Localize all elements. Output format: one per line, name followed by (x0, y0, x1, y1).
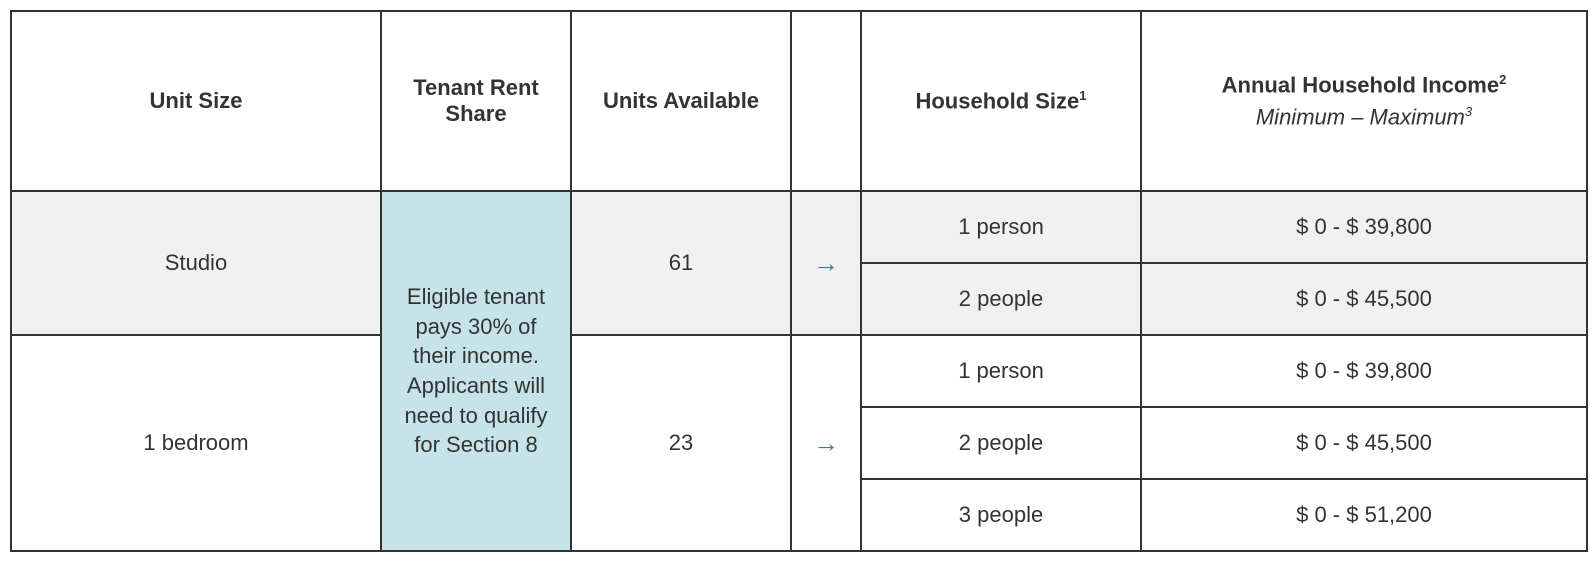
cell-income-range: $ 0 - $ 39,800 (1141, 191, 1587, 263)
header-household-size-sup: 1 (1079, 88, 1086, 103)
cell-arrow: → (791, 335, 861, 551)
cell-income-range: $ 0 - $ 45,500 (1141, 407, 1587, 479)
cell-income-range: $ 0 - $ 51,200 (1141, 479, 1587, 551)
header-tenant-rent-share: Tenant Rent Share (381, 11, 571, 191)
cell-units-available: 23 (571, 335, 791, 551)
cell-tenant-rent-share: Eligible tenant pays 30% of their income… (381, 191, 571, 551)
header-annual-income-sub-sup: 3 (1465, 104, 1472, 119)
header-annual-income-sup: 2 (1499, 72, 1506, 87)
cell-household-size: 3 people (861, 479, 1141, 551)
cell-income-range: $ 0 - $ 39,800 (1141, 335, 1587, 407)
arrow-icon: → (813, 248, 839, 278)
header-household-size: Household Size1 (861, 11, 1141, 191)
cell-household-size: 2 people (861, 407, 1141, 479)
header-units-available: Units Available (571, 11, 791, 191)
housing-units-table: Unit Size Tenant Rent Share Units Availa… (10, 10, 1588, 552)
header-unit-size: Unit Size (11, 11, 381, 191)
arrow-icon: → (813, 428, 839, 458)
cell-arrow: → (791, 191, 861, 335)
cell-unit-size: 1 bedroom (11, 335, 381, 551)
cell-household-size: 1 person (861, 335, 1141, 407)
table-header-row: Unit Size Tenant Rent Share Units Availa… (11, 11, 1587, 191)
cell-household-size: 2 people (861, 263, 1141, 335)
table-row: 1 bedroom 23 → 1 person $ 0 - $ 39,800 (11, 335, 1587, 407)
cell-unit-size: Studio (11, 191, 381, 335)
header-annual-income-sub-text: Minimum – Maximum (1256, 104, 1465, 129)
header-household-size-text: Household Size (915, 88, 1079, 113)
cell-income-range: $ 0 - $ 45,500 (1141, 263, 1587, 335)
table-row: Studio Eligible tenant pays 30% of their… (11, 191, 1587, 263)
header-annual-income-text: Annual Household Income (1222, 72, 1499, 97)
header-arrow-spacer (791, 11, 861, 191)
header-annual-income-sub: Minimum – Maximum3 (1152, 104, 1576, 130)
cell-units-available: 61 (571, 191, 791, 335)
header-annual-income: Annual Household Income2 Minimum – Maxim… (1141, 11, 1587, 191)
cell-household-size: 1 person (861, 191, 1141, 263)
